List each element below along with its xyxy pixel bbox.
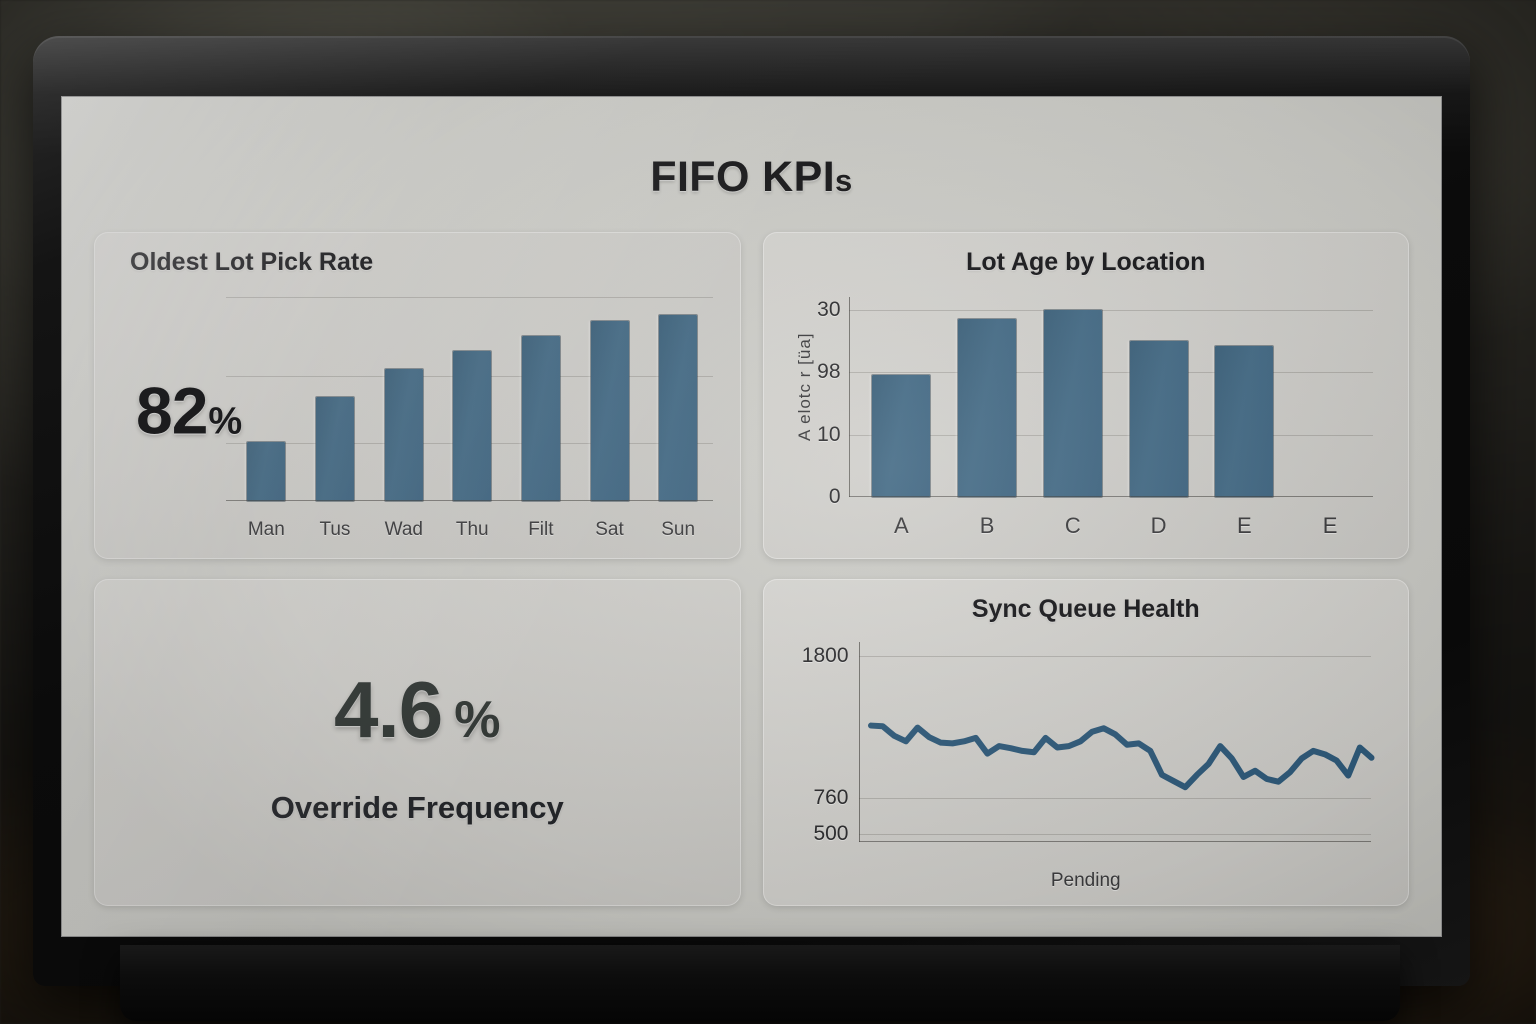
page-title-suffix: s [835,163,853,198]
x-tick-label: C [1064,513,1081,538]
bar[interactable] [1215,345,1274,497]
kpi-card-grid: Oldest Lot Pick Rate 82 % Man Tus Wad Thu Fi… [92,232,1411,910]
kpi-override-frequency: 4.6 % Override Frequency [114,595,721,894]
kpi-label: Override Frequency [270,789,564,825]
sync-queue-series [871,726,1372,788]
y-tick-label: 760 [813,786,849,810]
x-tick-label: Sat [595,519,624,540]
line-chart-sync-queue: 1800 760 500 Pending [783,630,1390,894]
gridline [858,833,1371,835]
y-tick-label: 98 [817,360,841,383]
bars-chart2 [859,297,1374,497]
x-tick-label: B [979,513,995,538]
page-title-text: FIFO KPI [650,153,836,201]
gridlines-chart2 [848,297,1373,497]
card-title-lot-age-by-location: Lot Age by Location [966,248,1206,276]
x-tick-label: Tus [319,519,351,540]
card-override-frequency[interactable]: 4.6 % Override Frequency [94,579,741,906]
gridline [848,372,1373,373]
x-axis-chart3 [858,841,1371,842]
bar[interactable] [958,318,1017,497]
kpi-oldest-lot-pick-rate: 82 % [136,372,242,448]
gridline [848,309,1373,311]
x-tick-label: D [1150,513,1167,538]
y-tick-label: 0 [828,485,841,508]
kpi-unit: % [454,690,501,749]
card-sync-queue-health[interactable]: Sync Queue Health 1800 760 500 Pending [762,579,1409,906]
page-title: FIFO KPIs [92,153,1411,202]
kpi-value: 4.6 [334,664,443,754]
y-tick-label: 1800 [801,643,849,667]
x-axis-chart2 [848,496,1373,497]
y-axis-chart2 [848,297,850,497]
bar[interactable] [453,350,492,501]
bar[interactable] [315,397,354,501]
gridline [858,798,1371,800]
y-tick-label: 10 [817,422,841,446]
x-axis-labels-chart1: Man Tus Wad Thu Filt Sat Sun [232,519,713,541]
gridline [848,434,1373,436]
card-oldest-lot-pick-rate[interactable]: Oldest Lot Pick Rate 82 % Man Tus Wad Thu Fi… [94,232,741,559]
chart-oldest-lot-pick-rate[interactable]: 82 % Man Tus Wad Thu Filt Sat Sun [114,283,721,547]
bar[interactable] [384,369,423,501]
card-lot-age-by-location[interactable]: Lot Age by Location A elotc r [üa] 30 98 1… [762,232,1409,559]
bar[interactable] [521,335,560,501]
card-title-sync-queue-health: Sync Queue Health [971,595,1200,623]
kpi-override-value-row: 4.6 % [334,664,500,756]
x-tick-label: Filt [528,519,554,540]
gridline [226,297,713,299]
y-tick-label: 30 [817,297,841,321]
x-tick-label: A [894,513,909,538]
x-tick-label: Thu [455,519,489,540]
y-axis-ticks-chart3: 1800 760 500 [783,642,849,845]
bars-chart1 [232,293,713,501]
bar[interactable] [247,441,286,501]
bar-chart-weekly-pick-rate: Man Tus Wad Thu Filt Sat Sun [114,283,721,547]
bar[interactable] [1043,309,1102,497]
x-tick-label: Wad [384,519,423,540]
bar[interactable] [659,315,698,501]
laptop-screen: FIFO KPIs Oldest Lot Pick Rate 82 % [62,97,1441,936]
chart-sync-queue-health[interactable]: 1800 760 500 Pending [783,630,1390,894]
x-axis-caption-chart3: Pending [1050,870,1121,891]
x-tick-label: E [1237,513,1252,538]
x-tick-label: E [1322,513,1338,538]
sync-queue-line-path [871,642,1372,842]
y-axis-chart3 [858,642,860,842]
bar[interactable] [872,375,931,497]
gridlines-chart3 [858,642,1371,842]
laptop-base [120,945,1400,1021]
kpi-value: 82 [136,373,208,448]
dashboard-root: FIFO KPIs Oldest Lot Pick Rate 82 % [62,97,1441,936]
laptop-device: FIFO KPIs Oldest Lot Pick Rate 82 % [33,36,1470,986]
kpi-unit: % [208,400,243,443]
x-tick-label: Sun [661,519,696,540]
bar[interactable] [1129,340,1188,497]
y-tick-label: 500 [813,821,849,845]
x-axis-chart1 [226,500,713,501]
y-axis-ticks-chart2: 30 98 10 0 [783,297,841,509]
bar[interactable] [590,320,629,501]
x-tick-label: Man [247,519,285,540]
gridline [858,655,1371,657]
card-title-oldest-lot-pick-rate: Oldest Lot Pick Rate [130,248,374,276]
